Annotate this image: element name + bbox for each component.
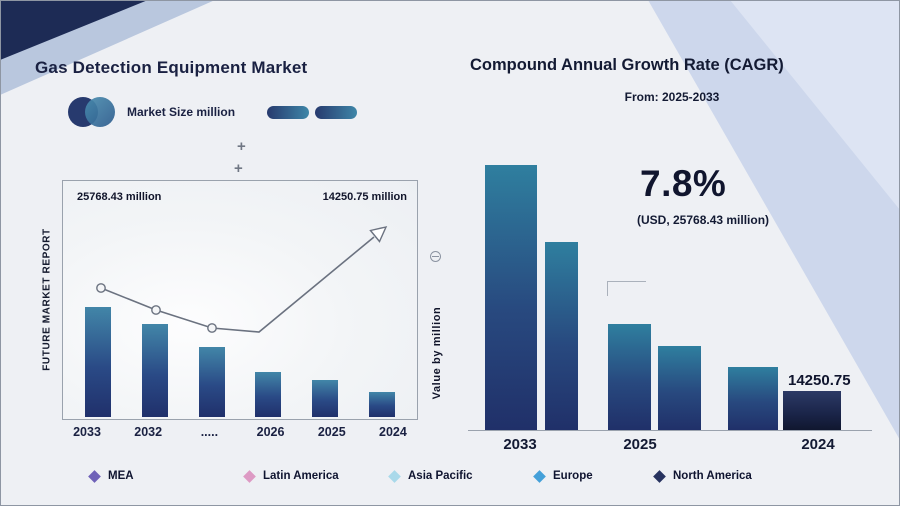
diamond-icon (88, 469, 101, 483)
year-label: 2024 (801, 436, 835, 453)
year-label: 2032 (134, 425, 163, 439)
diamond-icon (653, 469, 666, 483)
legend-item-asia-pacific: Asia Pacific (388, 466, 473, 486)
year-label: 2025 (317, 425, 346, 439)
diamond-icon (533, 469, 546, 483)
market-size-bars (85, 307, 395, 417)
annotation-2024-value: 14250.75 million (322, 191, 407, 203)
cagr-x-axis: 2033 2025 2024 (470, 436, 870, 456)
cagr-chart-title: Compound Annual Growth Rate (CAGR) (470, 56, 784, 74)
callout-bracket (607, 281, 646, 296)
cagr-bar (783, 391, 841, 430)
market-size-x-axis: 2033 2032..... 2026 2025 2024 (62, 425, 418, 439)
future-market-report-label: FUTURE MARKET REPORT (41, 228, 53, 371)
year-label: 2025 (623, 436, 657, 453)
plus-mark-icon: + (237, 138, 246, 155)
region-legend: MEA Latin America Asia Pacific Europe North … (0, 466, 900, 492)
market-size-legend: Market Size million (68, 96, 358, 128)
circle-mark-icon (430, 251, 441, 262)
cagr-bar (728, 367, 778, 430)
market-chart-title: Gas Detection Equipment Market (35, 58, 308, 77)
cagr-bar (658, 346, 701, 430)
year-label: 2033 (503, 436, 537, 453)
cagr-value: 7.8% (640, 163, 727, 204)
cagr-basis: (USD, 25768.43 million) (637, 213, 770, 227)
legend-item-mea: MEA (88, 466, 134, 486)
cagr-axis-line (468, 430, 872, 431)
legend-label: Asia Pacific (408, 470, 473, 482)
market-size-bar (368, 392, 395, 417)
year-label: 2033 (73, 425, 101, 439)
market-size-bar (198, 347, 225, 417)
cagr-bar (608, 324, 651, 430)
market-size-label: Market Size million (127, 105, 236, 119)
cagr-bar (485, 165, 537, 430)
value-by-million-label: Value by million (431, 306, 443, 400)
legend-label: MEA (108, 470, 134, 482)
overlapping-circles-icon (68, 96, 116, 128)
cagr-bar (545, 242, 578, 430)
gradient-pills-icon (267, 105, 358, 119)
legend-item-north-america: North America (653, 466, 752, 486)
bar-value-callout: 14250.75 (788, 372, 851, 389)
legend-item-latin-america: Latin America (243, 466, 339, 486)
legend-label: Latin America (263, 470, 339, 482)
year-label: ..... (200, 425, 219, 439)
legend-label: Europe (553, 470, 593, 482)
cagr-subtitle: From: 2025-2033 (624, 90, 720, 104)
annotation-2033-value: 25768.43 million (77, 191, 162, 203)
market-size-bar (141, 324, 168, 417)
legend-label: North America (673, 470, 752, 482)
market-size-bar (255, 372, 282, 417)
diamond-icon (388, 469, 401, 483)
market-size-bar (312, 380, 339, 417)
legend-item-europe: Europe (533, 466, 593, 486)
year-label: 2026 (256, 425, 285, 439)
plus-mark-icon: + (234, 160, 243, 177)
diamond-icon (243, 469, 256, 483)
year-label: 2024 (379, 425, 407, 439)
market-size-chart: 25768.43 million 14250.75 million (62, 180, 418, 420)
market-size-bar (85, 307, 111, 417)
